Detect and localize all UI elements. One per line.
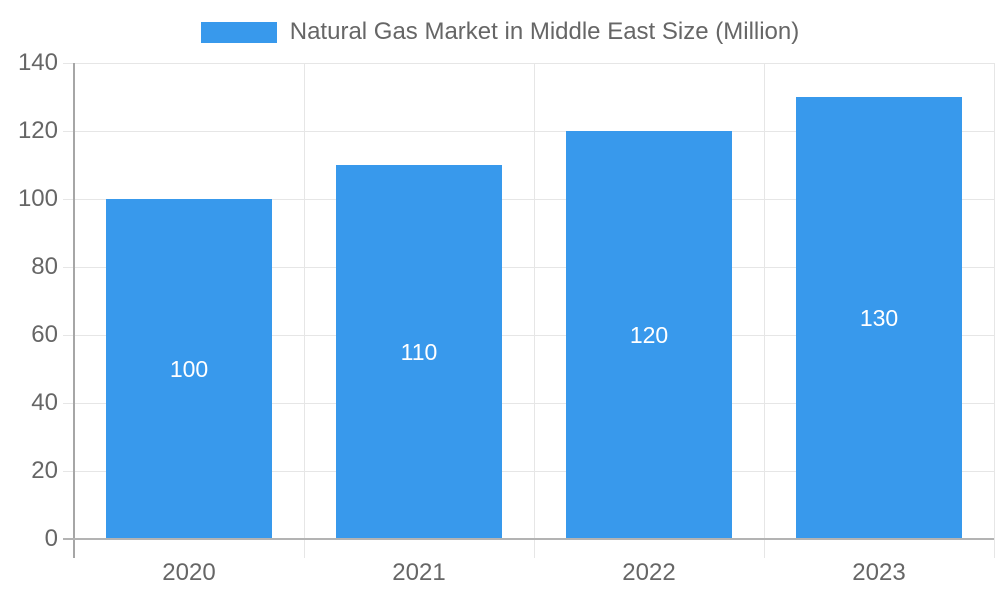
bar: 100: [106, 199, 272, 539]
legend-label: Natural Gas Market in Middle East Size (…: [289, 18, 800, 45]
bar: 120: [566, 131, 732, 539]
gridline-y: [63, 471, 994, 472]
x-tick-label: 2021: [392, 559, 446, 586]
gridline-x: [534, 63, 535, 558]
y-tick-label: 0: [44, 525, 58, 552]
gridline-y: [63, 199, 994, 200]
legend-swatch-icon: [200, 21, 277, 43]
legend[interactable]: Natural Gas Market in Middle East Size (…: [0, 18, 1000, 46]
x-tick-label: 2023: [852, 559, 906, 586]
y-tick-label: 140: [17, 49, 58, 76]
bar-value-label: 120: [629, 321, 669, 348]
bar: 110: [336, 165, 502, 539]
y-tick-label: 40: [31, 389, 58, 416]
bar-value-label: 100: [169, 355, 209, 382]
y-tick-label: 80: [31, 253, 58, 280]
gridline-y: [63, 403, 994, 404]
x-axis-line: [63, 538, 994, 540]
y-tick-label: 20: [31, 457, 58, 484]
y-axis-line: [73, 63, 75, 558]
bar-value-label: 130: [859, 304, 899, 331]
x-tick-label: 2022: [622, 559, 676, 586]
y-tick-label: 100: [17, 185, 58, 212]
y-tick-label: 120: [17, 117, 58, 144]
y-tick-label: 60: [31, 321, 58, 348]
x-tick-label: 2020: [162, 559, 216, 586]
gridline-x: [304, 63, 305, 558]
bar-value-label: 110: [400, 338, 438, 365]
bar: 130: [796, 97, 962, 539]
gridline-x: [764, 63, 765, 558]
gridline-y: [63, 335, 994, 336]
gridline-y: [63, 267, 994, 268]
gridline-y: [63, 131, 994, 132]
gridline-x: [994, 63, 995, 558]
gridline-y: [63, 63, 994, 64]
